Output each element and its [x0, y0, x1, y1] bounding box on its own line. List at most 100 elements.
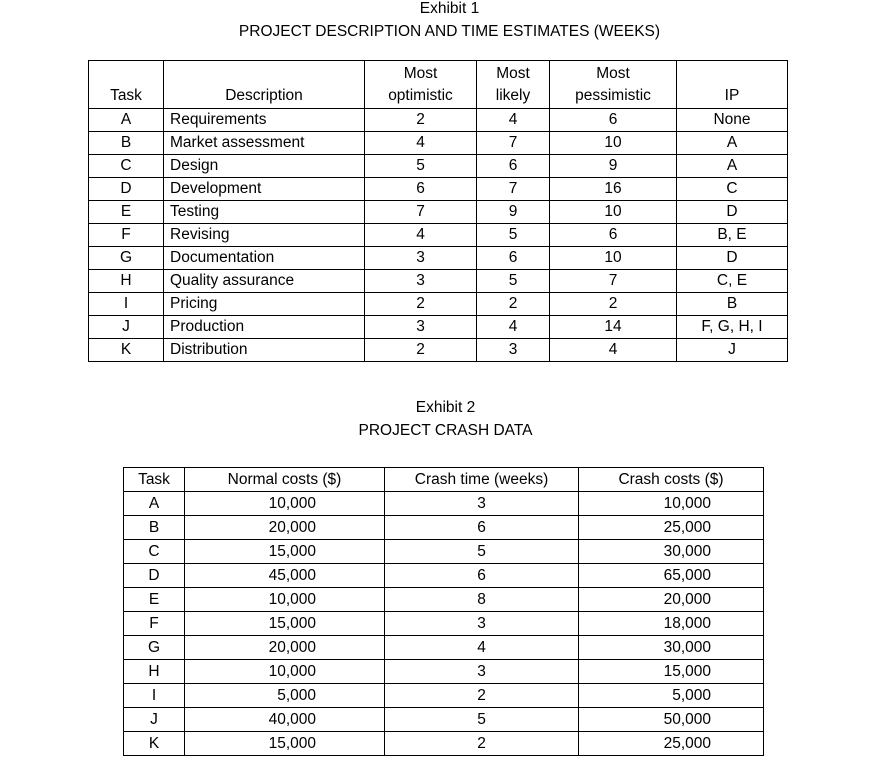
table-row: E Testing 7 9 10 D — [88, 200, 788, 224]
table-row: A 10,000 3 10,000 — [123, 491, 764, 516]
cell-task: D — [123, 563, 185, 588]
cell-ip: D — [676, 246, 788, 270]
cell-ip: A — [676, 131, 788, 155]
cell-task: D — [88, 177, 164, 201]
table-row: F Revising 4 5 6 B, E — [88, 223, 788, 247]
table-row: A Requirements 2 4 6 None — [88, 108, 788, 132]
cell-pessimistic: 6 — [549, 223, 677, 247]
exhibit2-subtitle: PROJECT CRASH DATA — [358, 422, 533, 439]
table-row: D Development 6 7 16 C — [88, 177, 788, 201]
col-header-most-pessimistic: Most pessimistic — [549, 60, 677, 109]
table-row: J 40,000 5 50,000 — [123, 707, 764, 732]
cell-optimistic: 6 — [364, 177, 477, 201]
cell-crash-time: 3 — [384, 491, 579, 516]
cell-normal-cost: 45,000 — [184, 563, 385, 588]
cell-likely: 6 — [476, 154, 550, 178]
table-row: D 45,000 6 65,000 — [123, 563, 764, 588]
cell-optimistic: 2 — [364, 108, 477, 132]
cell-ip: None — [676, 108, 788, 132]
cell-likely: 2 — [476, 292, 550, 316]
cell-task: F — [88, 223, 164, 247]
cell-crash-cost: 5,000 — [578, 683, 764, 708]
table-row: B Market assessment 4 7 10 A — [88, 131, 788, 155]
cell-pessimistic: 6 — [549, 108, 677, 132]
cell-crash-time: 2 — [384, 683, 579, 708]
cell-crash-cost: 18,000 — [578, 611, 764, 636]
exhibit2-table: Task Normal costs ($) Crash time (weeks)… — [123, 467, 764, 756]
cell-crash-time: 4 — [384, 635, 579, 660]
cell-normal-cost: 15,000 — [184, 539, 385, 564]
table-row: E 10,000 8 20,000 — [123, 587, 764, 612]
cell-crash-time: 2 — [384, 731, 579, 756]
exhibit1-title: Exhibit 1 — [419, 0, 480, 17]
exhibit1-subtitle: PROJECT DESCRIPTION AND TIME ESTIMATES (… — [238, 23, 661, 40]
table-row: G Documentation 3 6 10 D — [88, 246, 788, 270]
cell-likely: 7 — [476, 177, 550, 201]
exhibit2-header-row: Task Normal costs ($) Crash time (weeks)… — [123, 467, 764, 492]
cell-pessimistic: 10 — [549, 131, 677, 155]
cell-task: E — [123, 587, 185, 612]
cell-task: K — [123, 731, 185, 756]
col-header-crash-costs: Crash costs ($) — [578, 467, 764, 492]
cell-crash-time: 3 — [384, 611, 579, 636]
cell-crash-time: 3 — [384, 659, 579, 684]
cell-likely: 6 — [476, 246, 550, 270]
cell-likely: 5 — [476, 269, 550, 293]
col-header-task: Task — [88, 60, 164, 109]
cell-normal-cost: 20,000 — [184, 515, 385, 540]
cell-task: B — [123, 515, 185, 540]
cell-crash-time: 6 — [384, 515, 579, 540]
cell-pessimistic: 10 — [549, 246, 677, 270]
cell-crash-time: 5 — [384, 539, 579, 564]
cell-pessimistic: 9 — [549, 154, 677, 178]
exhibit1-title-block: Exhibit 1 PROJECT DESCRIPTION AND TIME E… — [14, 0, 871, 43]
cell-task: I — [123, 683, 185, 708]
cell-optimistic: 3 — [364, 269, 477, 293]
cell-task: F — [123, 611, 185, 636]
table-row: B 20,000 6 25,000 — [123, 515, 764, 540]
cell-normal-cost: 20,000 — [184, 635, 385, 660]
cell-ip: B, E — [676, 223, 788, 247]
cell-optimistic: 4 — [364, 131, 477, 155]
col-header-normal-costs: Normal costs ($) — [184, 467, 385, 492]
cell-task: H — [123, 659, 185, 684]
table-row: H 10,000 3 15,000 — [123, 659, 764, 684]
table-row: K 15,000 2 25,000 — [123, 731, 764, 756]
cell-optimistic: 4 — [364, 223, 477, 247]
cell-pessimistic: 7 — [549, 269, 677, 293]
cell-task: C — [88, 154, 164, 178]
cell-likely: 5 — [476, 223, 550, 247]
col-header-task: Task — [123, 467, 185, 492]
cell-pessimistic: 4 — [549, 338, 677, 362]
cell-task: E — [88, 200, 164, 224]
cell-ip: D — [676, 200, 788, 224]
cell-crash-cost: 50,000 — [578, 707, 764, 732]
cell-ip: C, E — [676, 269, 788, 293]
cell-normal-cost: 15,000 — [184, 731, 385, 756]
cell-likely: 4 — [476, 315, 550, 339]
cell-crash-cost: 65,000 — [578, 563, 764, 588]
cell-task: H — [88, 269, 164, 293]
cell-likely: 4 — [476, 108, 550, 132]
cell-optimistic: 2 — [364, 338, 477, 362]
cell-task: K — [88, 338, 164, 362]
cell-task: G — [88, 246, 164, 270]
cell-task: A — [123, 491, 185, 516]
exhibit2-title-block: Exhibit 2 PROJECT CRASH DATA — [10, 396, 871, 442]
cell-description: Market assessment — [163, 131, 365, 155]
cell-task: J — [123, 707, 185, 732]
table-row: F 15,000 3 18,000 — [123, 611, 764, 636]
cell-normal-cost: 40,000 — [184, 707, 385, 732]
cell-ip: A — [676, 154, 788, 178]
table-row: I 5,000 2 5,000 — [123, 683, 764, 708]
cell-crash-cost: 25,000 — [578, 731, 764, 756]
cell-description: Development — [163, 177, 365, 201]
cell-crash-cost: 30,000 — [578, 539, 764, 564]
cell-description: Revising — [163, 223, 365, 247]
cell-likely: 9 — [476, 200, 550, 224]
cell-description: Documentation — [163, 246, 365, 270]
cell-optimistic: 5 — [364, 154, 477, 178]
cell-optimistic: 3 — [364, 315, 477, 339]
cell-pessimistic: 16 — [549, 177, 677, 201]
